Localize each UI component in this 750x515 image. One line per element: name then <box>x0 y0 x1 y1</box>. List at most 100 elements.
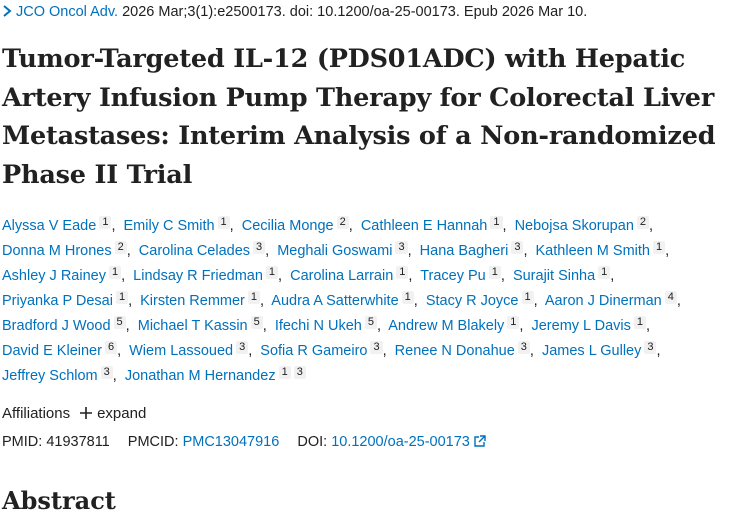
plus-icon <box>80 407 93 419</box>
expand-toggle[interactable]: expand <box>80 405 146 422</box>
author-name[interactable]: Alyssa V Eade <box>2 218 97 234</box>
author-name[interactable]: Lindsay R Friedman <box>133 268 263 284</box>
author-name[interactable]: Aaron J Dinerman <box>544 293 662 309</box>
affiliation-number[interactable]: 5 <box>113 316 126 329</box>
affiliation-number[interactable]: 3 <box>511 241 524 254</box>
author-name[interactable]: Bradford J Wood <box>2 318 111 334</box>
affiliation-number[interactable]: 1 <box>633 316 646 329</box>
article-title: Tumor-Targeted IL-12 (PDS01ADC) with Hep… <box>2 44 716 190</box>
author-name[interactable]: Michael T Kassin <box>137 318 248 334</box>
author: David E Kleiner 6 <box>2 341 125 359</box>
doi-link[interactable]: 10.1200/oa-25-00173 <box>331 434 486 450</box>
author-name[interactable]: Ashley J Rainey <box>2 268 106 284</box>
affiliation-number[interactable]: 3 <box>370 341 383 354</box>
author-name[interactable]: Ifechi N Ukeh <box>274 318 362 334</box>
affiliation-number[interactable]: 3 <box>395 241 408 254</box>
author: Bradford J Wood 5 <box>2 316 134 334</box>
author-name[interactable]: Meghali Goswami <box>277 243 393 259</box>
author-name[interactable]: Kathleen M Smith <box>535 243 650 259</box>
journal-link[interactable]: JCO Oncol Adv. <box>16 4 119 20</box>
pmid-label: PMID: <box>2 434 43 450</box>
author-name[interactable]: Surajit Sinha <box>512 268 596 284</box>
author-name[interactable]: Carolina Larrain <box>290 268 394 284</box>
author: Kathleen M Smith 1 <box>535 241 673 259</box>
affiliation-number[interactable]: 1 <box>401 291 414 304</box>
affiliation-number[interactable]: 6 <box>104 341 118 354</box>
citation-details: 2026 Mar;3(1):e2500173. doi: 10.1200/oa-… <box>122 4 588 20</box>
expand-text: expand <box>97 405 147 422</box>
affiliation-number[interactable]: 1 <box>488 266 501 279</box>
author-name[interactable]: David E Kleiner <box>2 343 102 359</box>
author-name[interactable]: Hana Bagheri <box>419 243 509 259</box>
author-name[interactable]: Sofia R Gameiro <box>260 343 368 359</box>
affiliation-number[interactable]: 3 <box>644 341 657 354</box>
doi-text: 10.1200/oa-25-00173 <box>331 434 470 450</box>
affiliation-number[interactable]: 1 <box>99 216 112 229</box>
author-name[interactable]: Tracey Pu <box>420 268 486 284</box>
author-name[interactable]: Jonathan M Hernandez <box>124 368 276 384</box>
author-name[interactable]: Kirsten Remmer <box>140 293 245 309</box>
author: Emily C Smith 1 <box>123 216 238 234</box>
affiliation-number[interactable]: 3 <box>293 366 306 379</box>
affiliation-number[interactable]: 2 <box>636 216 650 229</box>
affiliation-number[interactable]: 3 <box>253 241 266 254</box>
affiliation-number[interactable]: 2 <box>114 241 127 254</box>
author: Sofia R Gameiro 3 <box>260 341 391 359</box>
author-name[interactable]: Stacy R Joyce <box>425 293 519 309</box>
affiliation-number[interactable]: 1 <box>265 266 279 279</box>
affiliation-number[interactable]: 3 <box>100 366 113 379</box>
author-name[interactable]: Nebojsa Skorupan <box>514 218 634 234</box>
author-name[interactable]: Priyanka P Desai <box>2 293 113 309</box>
affiliation-number[interactable]: 1 <box>490 216 503 229</box>
affiliation-number[interactable]: 1 <box>278 366 291 379</box>
author-name[interactable]: Cathleen E Hannah <box>360 218 488 234</box>
author: Hana Bagheri 3 <box>419 241 531 259</box>
affiliation-number[interactable]: 4 <box>664 291 677 304</box>
affiliation-number[interactable]: 1 <box>247 291 261 304</box>
author: Michael T Kassin 5 <box>137 316 271 334</box>
author-name[interactable]: Donna M Hrones <box>2 243 112 259</box>
author-name[interactable]: Emily C Smith <box>123 218 215 234</box>
author: Cecilia Monge 2 <box>241 216 357 234</box>
author-name[interactable]: Renee N Donahue <box>394 343 515 359</box>
author: Donna M Hrones 2 <box>2 241 135 259</box>
author: Lindsay R Friedman 1 <box>133 266 286 284</box>
pmcid-link[interactable]: PMC13047916 <box>182 434 280 450</box>
author-name[interactable]: Andrew M Blakely <box>388 318 505 334</box>
author: James L Gulley 3 <box>541 341 665 359</box>
external-link-icon <box>474 435 486 447</box>
author: Kirsten Remmer 1 <box>140 291 268 309</box>
affiliations: Affiliations expand <box>2 405 146 422</box>
affiliation-number[interactable]: 1 <box>507 316 520 329</box>
author-name[interactable]: James L Gulley <box>541 343 642 359</box>
affiliation-number[interactable]: 1 <box>598 266 611 279</box>
affiliation-number[interactable]: 3 <box>236 341 249 354</box>
author-name[interactable]: Carolina Celades <box>138 243 251 259</box>
affiliation-number[interactable]: 2 <box>336 216 349 229</box>
author: Alyssa V Eade 1 <box>2 216 119 234</box>
author: Surajit Sinha 1 <box>512 266 618 284</box>
affiliation-number[interactable]: 1 <box>217 216 230 229</box>
citation: JCO Oncol Adv. 2026 Mar;3(1):e2500173. d… <box>2 4 587 20</box>
author: Jonathan M Hernandez 1 3 <box>124 366 306 384</box>
author: Ifechi N Ukeh 5 <box>274 316 385 334</box>
author: Renee N Donahue 3 <box>394 341 538 359</box>
author-name[interactable]: Jeffrey Schlom <box>2 368 98 384</box>
author: Andrew M Blakely 1 <box>388 316 527 334</box>
affiliation-number[interactable]: 5 <box>250 316 263 329</box>
affiliation-number[interactable]: 1 <box>521 291 534 304</box>
affiliation-number[interactable]: 1 <box>396 266 409 279</box>
affiliation-number[interactable]: 1 <box>115 291 129 304</box>
author: Nebojsa Skorupan 2 <box>514 216 657 234</box>
author-name[interactable]: Jeremy L Davis <box>531 318 631 334</box>
author-name[interactable]: Wiem Lassoued <box>129 343 234 359</box>
affiliation-number[interactable]: 3 <box>517 341 530 354</box>
author-name[interactable]: Cecilia Monge <box>241 218 334 234</box>
affiliation-number[interactable]: 1 <box>108 266 122 279</box>
author-name[interactable]: Audra A Satterwhite <box>271 293 399 309</box>
affiliation-number[interactable]: 1 <box>652 241 666 254</box>
abstract-heading: Abstract <box>2 486 116 515</box>
chevron-icon <box>3 5 12 17</box>
affiliation-number[interactable]: 5 <box>364 316 377 329</box>
